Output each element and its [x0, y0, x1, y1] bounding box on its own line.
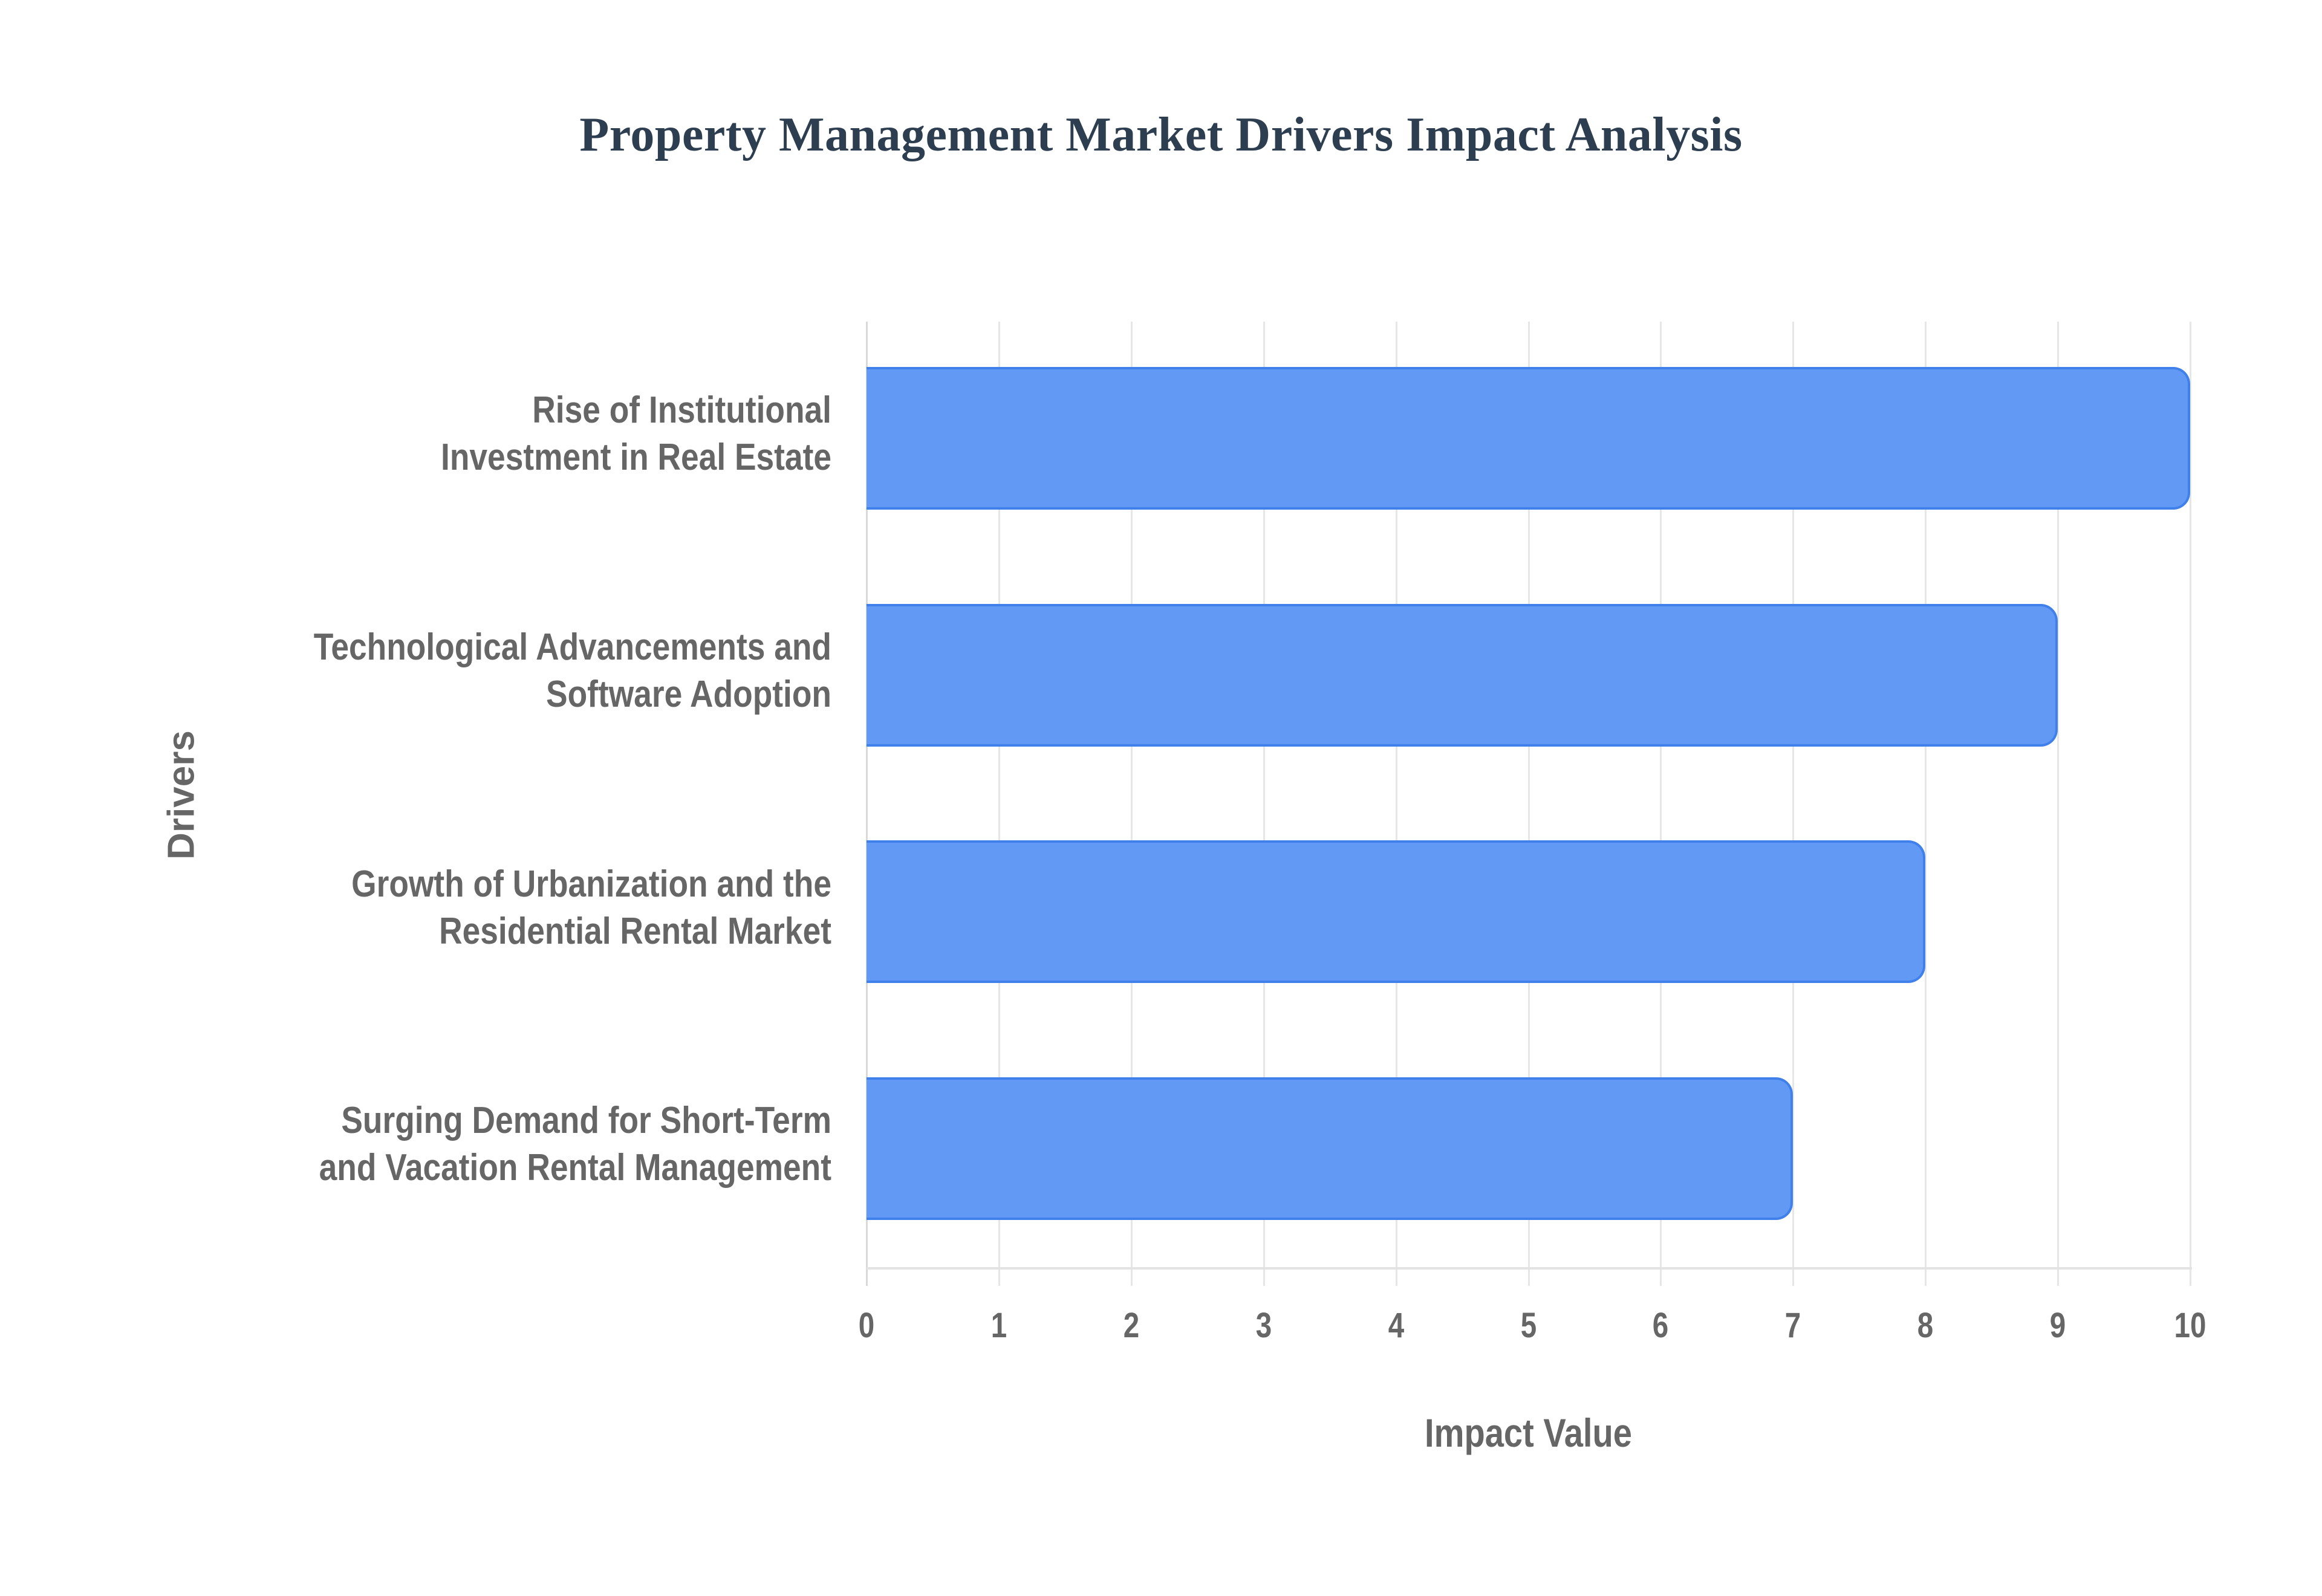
y-tick-label-line2: and Vacation Rental Management	[319, 1147, 831, 1189]
x-tick-label: 2	[1123, 1306, 1140, 1345]
gridline-3	[1263, 322, 1265, 1286]
bar[interactable]	[867, 840, 1926, 983]
y-tick-label-line1: Technological Advancements and	[313, 626, 831, 668]
gridline-6	[1660, 322, 1662, 1286]
y-axis-title: Drivers	[160, 730, 203, 860]
y-tick-label-line1: Surging Demand for Short-Term	[341, 1100, 831, 1141]
x-tick-label: 3	[1255, 1306, 1272, 1345]
bar[interactable]	[867, 604, 2058, 747]
gridline-7	[1792, 322, 1795, 1286]
x-tick-label: 8	[1917, 1306, 1934, 1345]
plot-area	[866, 322, 2192, 1286]
bar[interactable]	[867, 1077, 1794, 1220]
y-tick-label: Rise of Institutional Investment in Real…	[259, 387, 831, 481]
y-tick-label-line2: Investment in Real Estate	[441, 436, 831, 478]
x-tick-label: 5	[1520, 1306, 1537, 1345]
y-tick-label-line2: Software Adoption	[546, 673, 831, 715]
gridline-4	[1395, 322, 1397, 1286]
x-tick-label: 0	[858, 1306, 875, 1345]
x-axis-title: Impact Value	[1424, 1410, 1632, 1455]
x-tick-label: 6	[1653, 1306, 1669, 1345]
gridline-0	[866, 322, 868, 1286]
gridline-1	[998, 322, 1000, 1286]
gridline-5	[1527, 322, 1530, 1286]
gridline-8	[1925, 322, 1927, 1286]
gridline-9	[2057, 322, 2060, 1286]
gridline-10	[2190, 322, 2191, 1286]
y-tick-label-line1: Rise of Institutional	[532, 389, 831, 431]
y-tick-label-line1: Growth of Urbanization and the	[351, 863, 831, 905]
x-tick-label: 4	[1388, 1306, 1404, 1345]
bar[interactable]	[867, 367, 2190, 510]
y-tick-label: Technological Advancements and Software …	[259, 624, 831, 718]
x-tick-label: 7	[1785, 1306, 1801, 1345]
y-tick-label: Surging Demand for Short-Term and Vacati…	[259, 1097, 831, 1192]
chart-title: Property Management Market Drivers Impac…	[579, 108, 1743, 161]
x-tick-label: 10	[2174, 1306, 2207, 1345]
gridline-2	[1130, 322, 1133, 1286]
x-axis-line	[867, 1267, 2192, 1270]
x-tick-label: 1	[990, 1306, 1007, 1345]
y-tick-label-line2: Residential Rental Market	[439, 910, 831, 952]
y-tick-label: Growth of Urbanization and the Residenti…	[259, 861, 831, 955]
x-tick-label: 9	[2049, 1306, 2066, 1345]
